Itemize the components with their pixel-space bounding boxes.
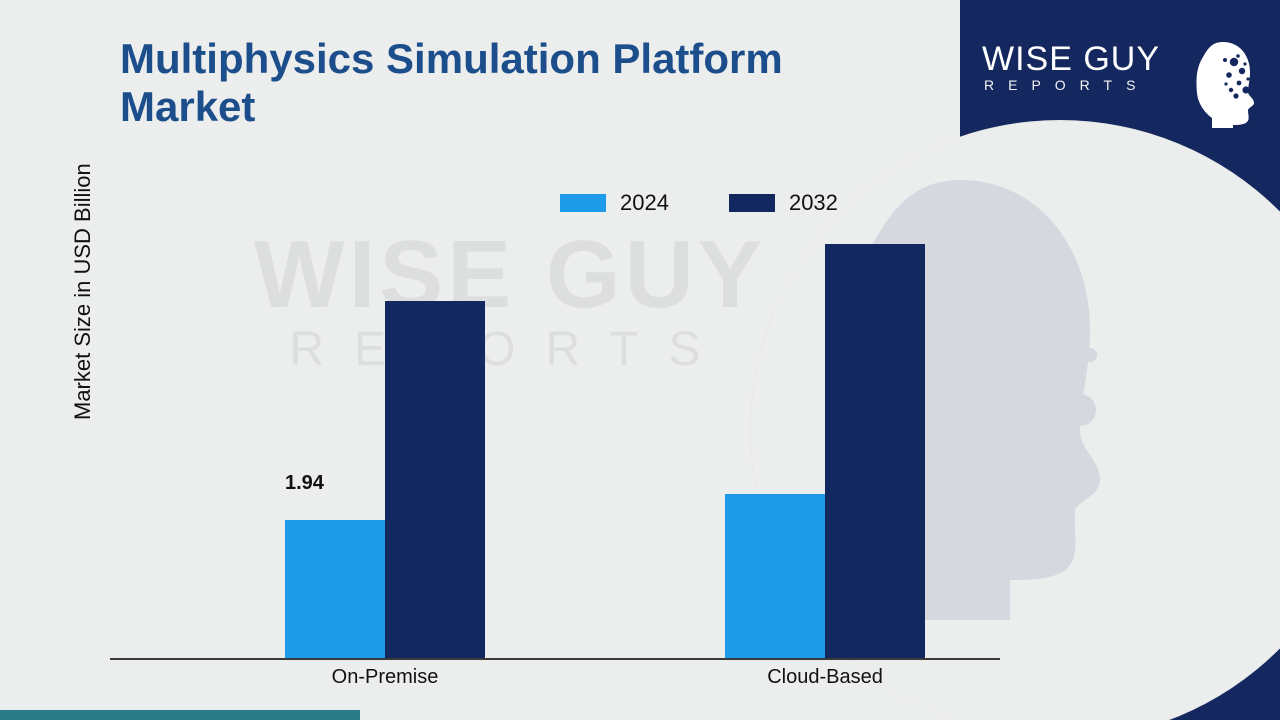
chart-canvas: WISE GUY REPORTS Multiphysics Simulation…	[0, 0, 1280, 720]
x-axis-category-label: On-Premise	[275, 666, 495, 689]
legend-item-2024: 2024	[560, 190, 669, 216]
bar-group	[715, 230, 935, 660]
chart-title: Multiphysics Simulation Platform Market	[120, 35, 820, 132]
legend-item-2032: 2032	[729, 190, 838, 216]
legend-swatch-2032	[729, 194, 775, 212]
y-axis-label: Market Size in USD Billion	[70, 163, 96, 420]
bar	[825, 244, 925, 658]
legend-label-2032: 2032	[789, 190, 838, 216]
x-axis-category-label: Cloud-Based	[715, 666, 935, 689]
brand-head-icon	[1188, 38, 1258, 128]
legend: 2024 2032	[560, 190, 838, 216]
bottom-accent-strip	[0, 710, 360, 720]
bar	[385, 301, 485, 658]
bar-value-label: 1.94	[285, 472, 324, 495]
plot-area: 1.94	[110, 230, 1000, 660]
brand-logo: WISE GUY REPORTS	[982, 40, 1252, 93]
bar-group: 1.94	[275, 230, 495, 660]
legend-swatch-2024	[560, 194, 606, 212]
bar	[285, 520, 385, 658]
legend-label-2024: 2024	[620, 190, 669, 216]
bar	[725, 494, 825, 658]
